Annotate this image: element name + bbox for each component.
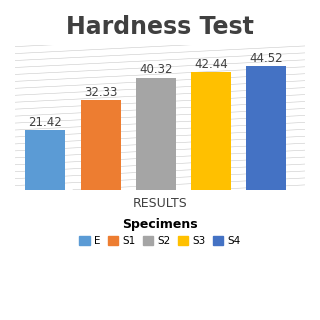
Bar bbox=[15, 45, 305, 190]
Bar bbox=[136, 77, 176, 190]
Bar bbox=[191, 72, 231, 190]
Bar bbox=[26, 130, 65, 190]
X-axis label: RESULTS: RESULTS bbox=[132, 196, 188, 210]
Bar bbox=[246, 66, 286, 190]
Bar bbox=[81, 100, 121, 190]
Text: 44.52: 44.52 bbox=[250, 52, 283, 65]
Text: 21.42: 21.42 bbox=[28, 116, 62, 129]
Title: Hardness Test: Hardness Test bbox=[66, 15, 254, 39]
Bar bbox=[15, 45, 305, 190]
Text: 42.44: 42.44 bbox=[194, 58, 228, 71]
Legend: E, S1, S2, S3, S4: E, S1, S2, S3, S4 bbox=[75, 214, 245, 250]
Text: 32.33: 32.33 bbox=[84, 86, 117, 99]
Text: 40.32: 40.32 bbox=[139, 63, 172, 76]
